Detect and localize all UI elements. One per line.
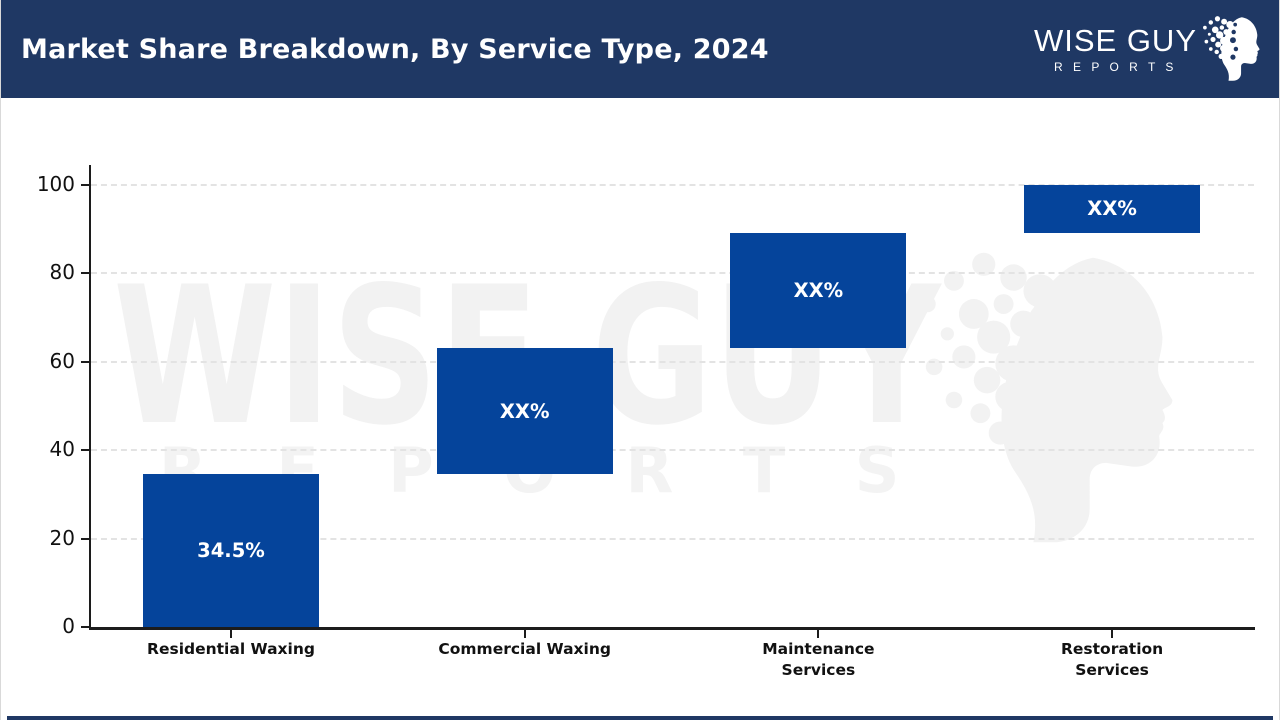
bar-value-label: XX% xyxy=(793,278,844,302)
y-tick-mark xyxy=(81,449,91,451)
bar: XX% xyxy=(730,233,907,349)
x-tick-mark xyxy=(230,630,232,638)
y-tick-label: 100 xyxy=(36,171,75,196)
y-tick-mark xyxy=(81,183,91,186)
x-category-label: Restoration Services xyxy=(1060,640,1164,679)
bar-value-label: XX% xyxy=(1087,197,1137,221)
gridline xyxy=(91,272,1254,274)
logo-tagline: R E P O R T S xyxy=(1054,59,1177,74)
y-tick-label: 20 xyxy=(49,525,75,550)
gridline xyxy=(91,449,1254,451)
x-tick-mark xyxy=(817,630,820,638)
x-category-label: Maintenance Services xyxy=(762,640,875,679)
page-title: Market Share Breakdown, By Service Type,… xyxy=(21,33,769,65)
y-axis-line xyxy=(89,165,91,627)
bar: XX% xyxy=(436,348,613,475)
y-tick-mark xyxy=(81,626,91,628)
gridline xyxy=(91,360,1254,363)
x-category-label: Commercial Waxing xyxy=(438,640,611,658)
footer-bar xyxy=(7,716,1273,720)
x-tick-mark xyxy=(523,630,526,638)
y-tick-mark xyxy=(81,360,91,363)
bar-value-label: XX% xyxy=(499,399,550,423)
watermark-face-icon xyxy=(919,252,1173,543)
y-tick-mark xyxy=(81,537,91,540)
y-tick-label: 0 xyxy=(62,614,75,638)
logo-face-icon xyxy=(1203,16,1260,81)
x-axis-line xyxy=(89,627,1255,630)
y-tick-label: 60 xyxy=(49,348,75,373)
gridline xyxy=(91,537,1254,540)
y-tick-label: 80 xyxy=(49,260,75,284)
x-category-label: Residential Waxing xyxy=(147,640,315,658)
waterfall-chart: 0 20 40 60 80 100 34.5% Residential Waxing XX% Co… xyxy=(37,165,1255,679)
header: Market Share Breakdown, By Service Type,… xyxy=(1,0,1279,98)
bar-value-label: 34.5% xyxy=(197,538,265,562)
y-tick-label: 40 xyxy=(49,437,75,461)
wise-guy-logo: WISE GUY R E P O R T S xyxy=(1034,5,1261,93)
bar: XX% xyxy=(1024,184,1201,234)
bar: 34.5% xyxy=(143,474,319,627)
y-tick-mark xyxy=(81,272,91,274)
gridline xyxy=(91,183,1254,186)
x-tick-mark xyxy=(1111,630,1114,638)
logo-name: WISE GUY xyxy=(1033,22,1197,58)
logo-text: WISE GUY R E P O R T S xyxy=(1034,25,1197,74)
